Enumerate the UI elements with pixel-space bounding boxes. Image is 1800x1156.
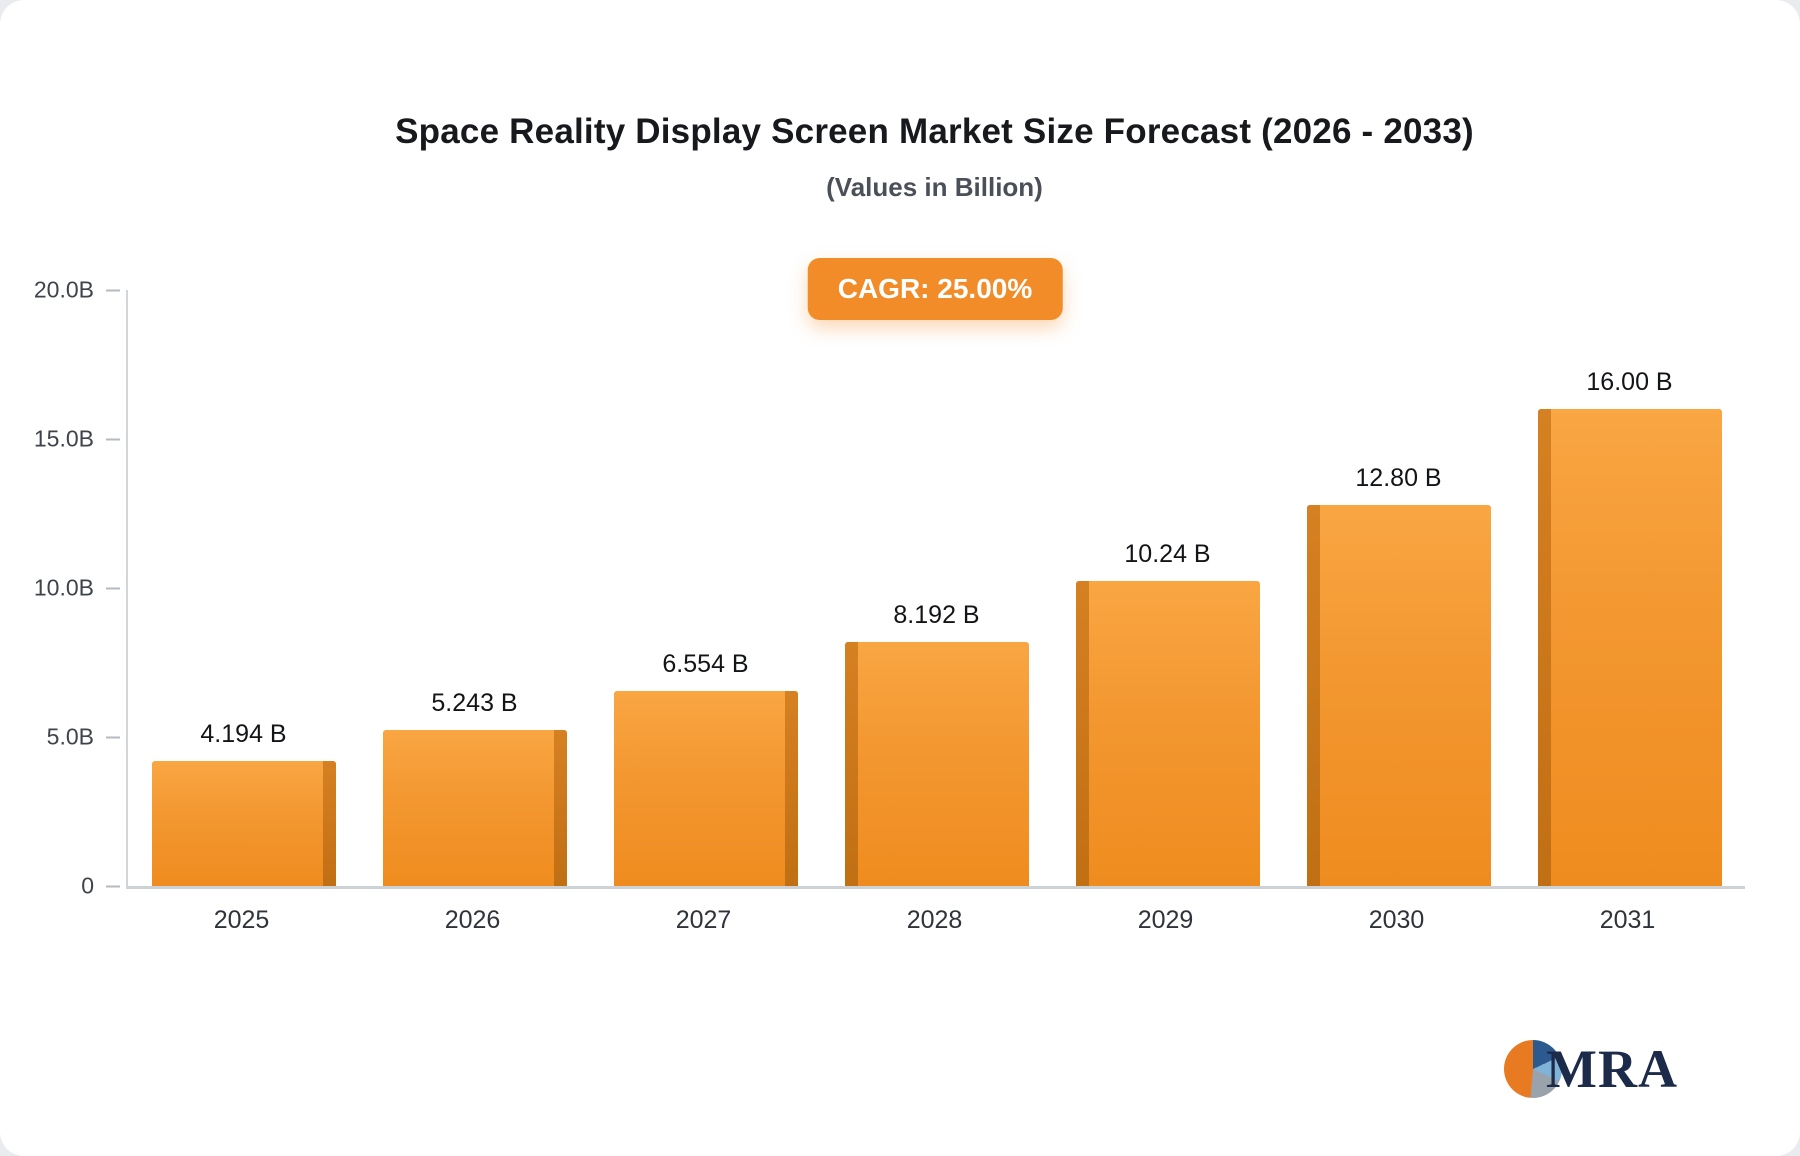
bar-value-label: 12.80 B [1355,463,1442,492]
brand-logo: MRA [1504,1038,1678,1100]
chart-header: Space Reality Display Screen Market Size… [126,0,1743,203]
brand-logo-pie-icon [1504,1040,1563,1098]
x-axis-label: 2029 [1137,906,1194,934]
bar-column: 5.243 B [359,290,590,886]
y-tick-label: 20.0B [33,276,94,303]
x-axis-label: 2028 [906,906,963,934]
bar-shade [1075,580,1089,886]
bar-column: 4.194 B [128,290,359,886]
bar-2027[interactable] [613,690,798,886]
bar-2029[interactable] [1075,580,1260,886]
y-tick: 5.0B [47,724,120,751]
y-tick-mark [106,885,120,887]
brand-logo-text: MRA [1546,1039,1678,1099]
y-tick-mark [106,438,120,440]
y-tick-mark [106,736,120,738]
bar-column: 12.80 B [1283,290,1514,886]
bar-shade [322,761,336,886]
bar-shade [1537,409,1551,886]
bar-2028[interactable] [844,641,1029,886]
bar-2031[interactable] [1537,409,1722,886]
bar-shade [553,729,567,886]
bar-value-label: 4.194 B [200,720,287,749]
bar-2026[interactable] [382,729,567,886]
chart-subtitle: (Values in Billion) [826,172,1043,202]
bar-column: 16.00 B [1514,290,1745,886]
bar-shade [844,641,858,886]
x-axis-labels: 2025 2026 2027 2028 2029 2030 2031 [126,906,1743,935]
bar-column: 8.192 B [821,290,1052,886]
y-tick: 10.0B [34,575,120,602]
y-tick: 15.0B [34,426,120,453]
bar-value-label: 16.00 B [1586,368,1673,397]
bar-column: 6.554 B [590,290,821,886]
y-tick-label: 0 [81,872,94,899]
plot-area: 20.0B 15.0B 10.0B 5.0B 0 4.194 B 5.243 B 6.554… [34,277,1745,899]
y-tick: 0 [81,873,120,900]
bar-value-label: 10.24 B [1124,539,1211,568]
bar-2030[interactable] [1306,504,1491,886]
chart-title: Space Reality Display Screen Market Size… [395,112,1474,151]
y-tick-label: 5.0B [46,723,94,750]
bar-value-label: 8.192 B [893,600,980,629]
y-tick-mark [106,587,120,589]
bar-value-label: 5.243 B [431,688,518,717]
y-tick-label: 15.0B [33,425,94,452]
x-axis-label: 2031 [1599,906,1656,934]
bar-2025[interactable] [151,761,336,886]
x-axis-label: 2030 [1368,906,1425,934]
bar-value-label: 6.554 B [662,649,749,678]
bar-column: 10.24 B [1052,290,1283,886]
x-axis-label: 2027 [675,906,732,934]
bar-shade [1306,504,1320,886]
bar-shade [784,690,798,886]
cagr-badge: CAGR: 25.00% [807,258,1063,320]
plot-columns: 4.194 B 5.243 B 6.554 B 8.192 B 10.24 B 12.80… [128,290,1745,886]
x-axis-label: 2025 [213,906,270,934]
x-axis-label: 2026 [444,906,501,934]
y-tick-label: 10.0B [33,574,94,601]
y-tick-mark [106,289,120,291]
y-tick: 20.0B [34,277,120,304]
